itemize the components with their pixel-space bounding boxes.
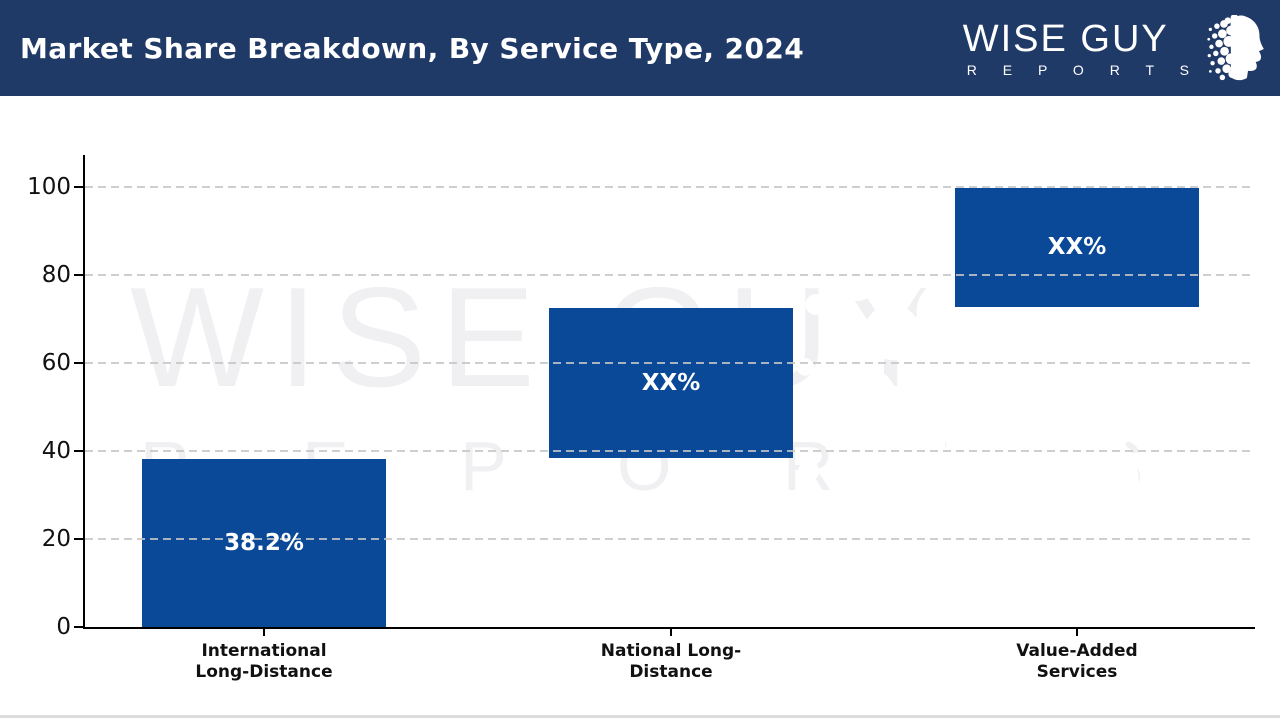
gridline-20 (85, 538, 1255, 541)
y-tick-label: 0 (56, 614, 71, 640)
x-category-label: National Long- Distance (600, 641, 742, 682)
gridline-80 (85, 274, 1255, 277)
wiseguy-logo: WISE GUY R E P O R T S (963, 14, 1266, 82)
header: Market Share Breakdown, By Service Type,… (0, 0, 1280, 96)
logo-subtext: R E P O R T S (966, 61, 1200, 78)
watermark-wordmark: WISE GUY (130, 258, 953, 417)
y-tick-mark (74, 362, 83, 365)
gridline-40 (85, 450, 1255, 453)
y-tick-label: 80 (41, 262, 71, 289)
bar-value-label: 38.2% (224, 529, 304, 556)
y-axis-line (83, 155, 85, 629)
bar-value-label: XX% (1047, 234, 1107, 261)
bar-3 (955, 187, 1199, 307)
plot-area: 0 20 40 60 80 100 38.2% International Long-Dist… (27, 155, 1255, 682)
page-title: Market Share Breakdown, By Service Type,… (20, 31, 805, 65)
bar-value-label: XX% (641, 369, 701, 396)
y-tick-label: 20 (41, 526, 71, 553)
logo-text: WISE GUY R E P O R T S (963, 19, 1200, 78)
y-tick-label: 60 (41, 350, 71, 377)
y-tick-mark (74, 626, 83, 628)
bar-1 (142, 458, 386, 627)
x-tick-mark (263, 627, 265, 636)
logo-head-icon (1207, 14, 1264, 80)
y-tick-label: 100 (27, 174, 71, 201)
gridline-100 (85, 186, 1255, 189)
y-tick-mark (74, 450, 83, 453)
y-tick-mark (74, 538, 83, 541)
x-axis-line (83, 627, 1255, 629)
x-category-label: Value-Added Services (1016, 641, 1138, 682)
x-category-label: International Long-Distance (195, 641, 333, 682)
logo-wordmark: WISE GUY (962, 17, 1169, 60)
bottom-divider (0, 715, 1280, 718)
x-tick-mark (670, 627, 672, 636)
y-tick-mark (74, 274, 83, 277)
x-tick-mark (1076, 627, 1078, 636)
gridline-60 (85, 362, 1255, 365)
y-tick-mark (74, 186, 83, 189)
y-tick-label: 40 (41, 438, 71, 465)
bar-2 (549, 307, 793, 458)
